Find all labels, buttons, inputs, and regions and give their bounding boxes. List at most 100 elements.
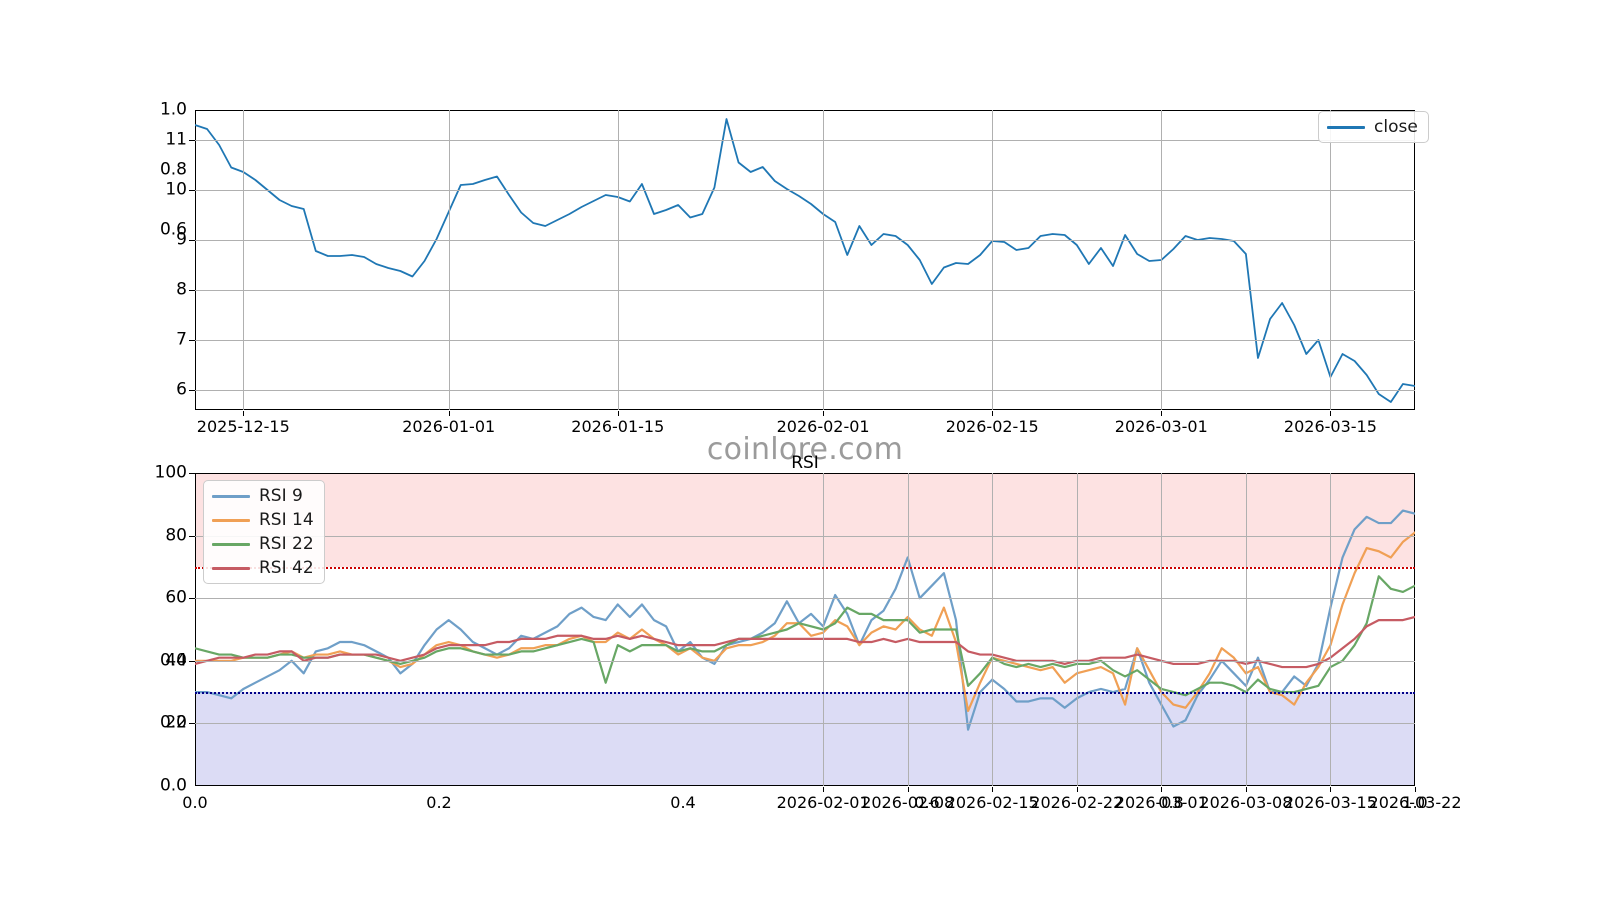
price-axis-bottom-spine [195, 409, 1415, 410]
rsi-axis-right-spine [1414, 473, 1415, 786]
price-x-tick-label: 2026-01-15 [571, 417, 665, 436]
price-x-tick-label: 2026-03-01 [1114, 417, 1208, 436]
rsi-x-tick-label: 2026-02-01 [776, 793, 870, 812]
price-y-tick-mark [189, 240, 195, 241]
price-gridline-vertical [1330, 110, 1332, 410]
rsi-x-tick-label-overlay: 1.0 [1402, 793, 1428, 812]
rsi-x-tick-mark [907, 787, 909, 792]
price-x-tick-mark [823, 411, 825, 416]
rsi-gridline-vertical [1076, 473, 1078, 786]
price-y-tick-label: 9 [176, 229, 187, 250]
rsi-22-line [195, 575, 1415, 697]
rsi-chart-legend[interactable]: RSI 9 RSI 14 RSI 22 RSI 42 [203, 480, 325, 584]
price-x-tick-mark [1161, 411, 1163, 416]
oversold-zone-shading [195, 692, 1415, 786]
rsi-legend-item[interactable]: RSI 42 [212, 559, 314, 577]
rsi-x-tick-label: 2026-02-15 [945, 793, 1039, 812]
price-series-svg [195, 118, 1415, 403]
price-gridline-horizontal [195, 140, 1415, 141]
price-x-tick-label: 2026-03-15 [1283, 417, 1377, 436]
rsi-y-tick-label-overlay: 0.0 [159, 775, 187, 796]
price-legend-item[interactable]: close [1327, 118, 1418, 136]
rsi-gridline-vertical [1330, 473, 1332, 786]
rsi-legend-item[interactable]: RSI 9 [212, 487, 314, 505]
rsi-y-tick-label: 100 [154, 462, 187, 483]
price-gridline-horizontal [195, 390, 1415, 391]
rsi-y-tick-label-overlay: 0.2 [159, 712, 187, 733]
overbought-zone-shading [195, 473, 1415, 567]
price-gridline-vertical [448, 110, 450, 410]
rsi-gridline-vertical [823, 473, 825, 786]
price-x-tick-mark [243, 411, 245, 416]
price-gridline-horizontal [195, 190, 1415, 191]
rsi-y-tick-label: 80 [165, 525, 187, 546]
price-y-tick-label: 8 [176, 279, 187, 300]
rsi-y-tick-label-overlay: 0.4 [159, 650, 187, 671]
rsi-y-tick-label: 60 [165, 587, 187, 608]
price-y-tick-mark [189, 390, 195, 391]
legend-color-swatch-icon [1327, 125, 1365, 129]
price-gridline-horizontal [195, 240, 1415, 241]
rsi-x-tick-label: 2026-03-01 [1114, 793, 1208, 812]
rsi-y-tick-mark [189, 473, 195, 474]
price-gridline-horizontal [195, 340, 1415, 341]
rsi-x-tick-label-overlay: 0.6 [914, 793, 940, 812]
rsi-axis-left-spine [195, 473, 196, 786]
rsi-x-tick-mark [1245, 787, 1247, 792]
rsi-y-tick-label: 40 [165, 650, 187, 671]
price-x-tick-label: 2026-01-01 [402, 417, 496, 436]
coinlore-watermark: coinlore.com [706, 432, 904, 467]
price-y-tick-label: 10 [165, 179, 187, 200]
price-y-tick-mark [189, 190, 195, 191]
price-gridline-vertical [1161, 110, 1163, 410]
rsi-legend-item[interactable]: RSI 14 [212, 511, 314, 529]
rsi-axis-top-spine [195, 473, 1415, 474]
rsi-x-tick-mark [1415, 787, 1416, 792]
price-x-tick-label: 2026-02-01 [776, 417, 870, 436]
legend-color-swatch-icon [212, 542, 250, 546]
price-y-tick-mark [189, 290, 195, 291]
price-chart-legend[interactable]: close [1318, 111, 1429, 143]
price-axis-right-spine [1414, 110, 1415, 410]
price-y-tick-label: 11 [165, 129, 187, 150]
price-x-tick-label: 2025-12-15 [196, 417, 290, 436]
rsi-gridline-horizontal [195, 598, 1415, 600]
rsi-x-tick-label: 2026-02-22 [1030, 793, 1124, 812]
rsi-series-svg [195, 509, 1415, 731]
rsi-y-tick-mark [189, 535, 195, 537]
price-y-tick-label: 7 [176, 329, 187, 350]
rsi-x-tick-mark [1161, 787, 1163, 792]
legend-item-label: RSI 9 [259, 485, 303, 506]
rsi-chart-panel [195, 473, 1415, 786]
rsi-x-tick-mark [823, 787, 825, 792]
price-y-tick-label-overlay: 0.8 [159, 159, 187, 180]
rsi-plot-area [195, 473, 1415, 786]
rsi-overbought-threshold-line [195, 566, 1415, 569]
rsi-y-tick-mark [189, 723, 195, 725]
rsi-y-tick-mark [189, 598, 195, 600]
rsi-x-tick-label-overlay: 0.8 [1158, 793, 1184, 812]
rsi-x-tick-label: 2026-02-08 [861, 793, 955, 812]
rsi-x-tick-mark [992, 787, 994, 792]
price-gridline-vertical [992, 110, 994, 410]
rsi-axis-bottom-spine [195, 785, 1415, 786]
legend-color-swatch-icon [212, 566, 250, 570]
rsi-x-tick-label: 2026-03-08 [1199, 793, 1293, 812]
rsi-14-line [195, 531, 1415, 712]
rsi-gridline-horizontal [195, 535, 1415, 537]
rsi-x-tick-label-overlay: 0.0 [182, 793, 208, 812]
rsi-legend-item[interactable]: RSI 22 [212, 535, 314, 553]
price-y-tick-label-overlay: 1.0 [159, 99, 187, 120]
price-chart-panel [195, 110, 1415, 410]
legend-item-label: close [1374, 116, 1418, 137]
rsi-y-tick-label: 20 [165, 712, 187, 733]
rsi-gridline-vertical [992, 473, 994, 786]
price-x-tick-mark [617, 411, 619, 416]
price-x-tick-mark [992, 411, 994, 416]
price-x-tick-mark [448, 411, 450, 416]
price-axis-top-spine [195, 110, 1415, 111]
rsi-x-tick-label: 2026-03-15 [1283, 793, 1377, 812]
rsi-x-tick-label: 2026-03-22 [1368, 793, 1462, 812]
rsi-oversold-threshold-line [195, 692, 1415, 695]
rsi-gridline-horizontal [195, 660, 1415, 662]
